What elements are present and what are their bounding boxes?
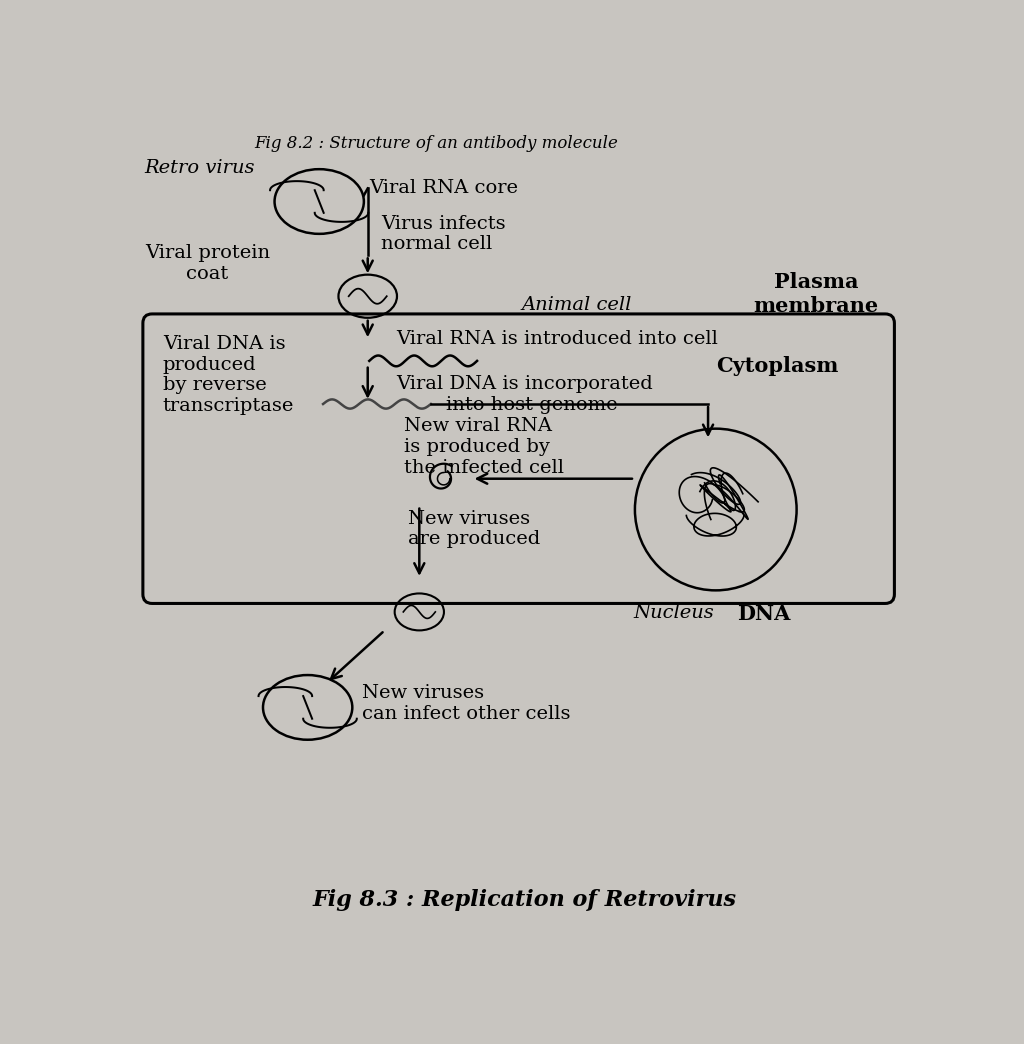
Text: Plasma
membrane: Plasma membrane bbox=[754, 272, 879, 315]
Text: New viruses
can infect other cells: New viruses can infect other cells bbox=[361, 684, 570, 723]
Text: Retro virus: Retro virus bbox=[144, 159, 255, 177]
Text: Nucleus: Nucleus bbox=[633, 604, 714, 622]
Text: Viral DNA is
produced
by reverse
transcriptase: Viral DNA is produced by reverse transcr… bbox=[163, 335, 294, 416]
Text: Fig 8.3 : Replication of Retrovirus: Fig 8.3 : Replication of Retrovirus bbox=[312, 888, 737, 911]
Text: Virus infects
normal cell: Virus infects normal cell bbox=[381, 215, 506, 254]
Text: Viral RNA is introduced into cell: Viral RNA is introduced into cell bbox=[396, 330, 718, 348]
Text: DNA: DNA bbox=[737, 604, 791, 624]
Text: Animal cell: Animal cell bbox=[522, 296, 633, 314]
Text: Cytoplasm: Cytoplasm bbox=[717, 356, 839, 376]
Text: Viral RNA core: Viral RNA core bbox=[370, 180, 518, 197]
Text: New viral RNA
is produced by
the infected cell: New viral RNA is produced by the infecte… bbox=[403, 418, 564, 477]
Text: Viral protein
coat: Viral protein coat bbox=[145, 244, 270, 283]
Text: Fig 8.2 : Structure of an antibody molecule: Fig 8.2 : Structure of an antibody molec… bbox=[254, 135, 617, 151]
Text: New viruses
are produced: New viruses are produced bbox=[408, 509, 540, 548]
Text: Viral DNA is incorporated
        into host genome: Viral DNA is incorporated into host geno… bbox=[396, 375, 653, 413]
